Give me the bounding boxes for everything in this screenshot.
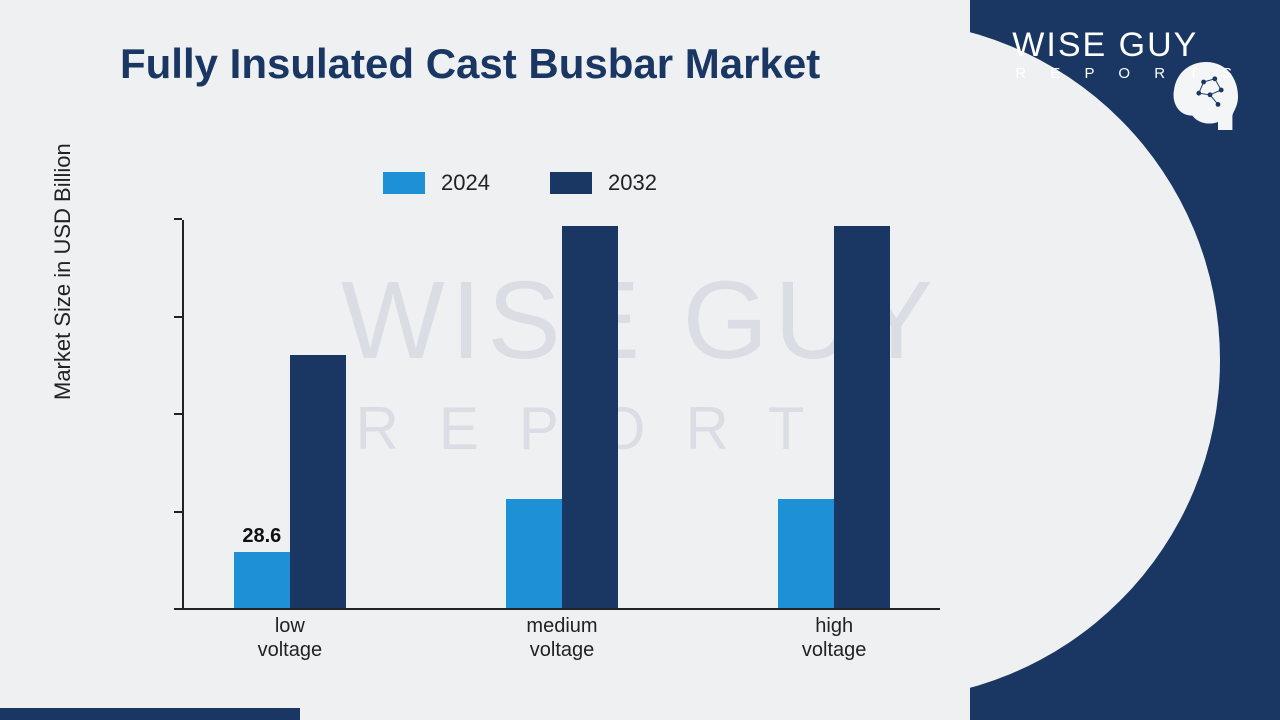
logo-text-top: WISE GUY — [1012, 28, 1242, 62]
legend-swatch-2024 — [383, 172, 425, 194]
legend-label-2024: 2024 — [441, 170, 490, 196]
bottom-accent-bar — [0, 708, 300, 720]
legend-label-2032: 2032 — [608, 170, 657, 196]
brand-head-icon — [1162, 58, 1242, 138]
legend: 2024 2032 — [100, 170, 940, 196]
y-ticks — [182, 220, 940, 610]
brand-logo: WISE GUY R E P O R T S — [1012, 28, 1242, 81]
category-label: lowvoltage — [220, 608, 360, 662]
legend-item-2032: 2032 — [550, 170, 657, 196]
y-tick — [174, 608, 182, 610]
chart-area: Market Size in USD Billion 2024 2032 28.… — [100, 140, 940, 680]
legend-item-2024: 2024 — [383, 170, 490, 196]
y-axis-label: Market Size in USD Billion — [50, 143, 76, 400]
page-canvas: WISE GUY R E P O R T S WISE GUY REPORTS … — [0, 0, 1280, 720]
y-tick — [174, 413, 182, 415]
category-label: mediumvoltage — [492, 608, 632, 662]
y-tick — [174, 511, 182, 513]
category-label: highvoltage — [764, 608, 904, 662]
y-tick — [174, 218, 182, 220]
y-tick — [174, 316, 182, 318]
legend-swatch-2032 — [550, 172, 592, 194]
chart-title: Fully Insulated Cast Busbar Market — [120, 40, 820, 88]
